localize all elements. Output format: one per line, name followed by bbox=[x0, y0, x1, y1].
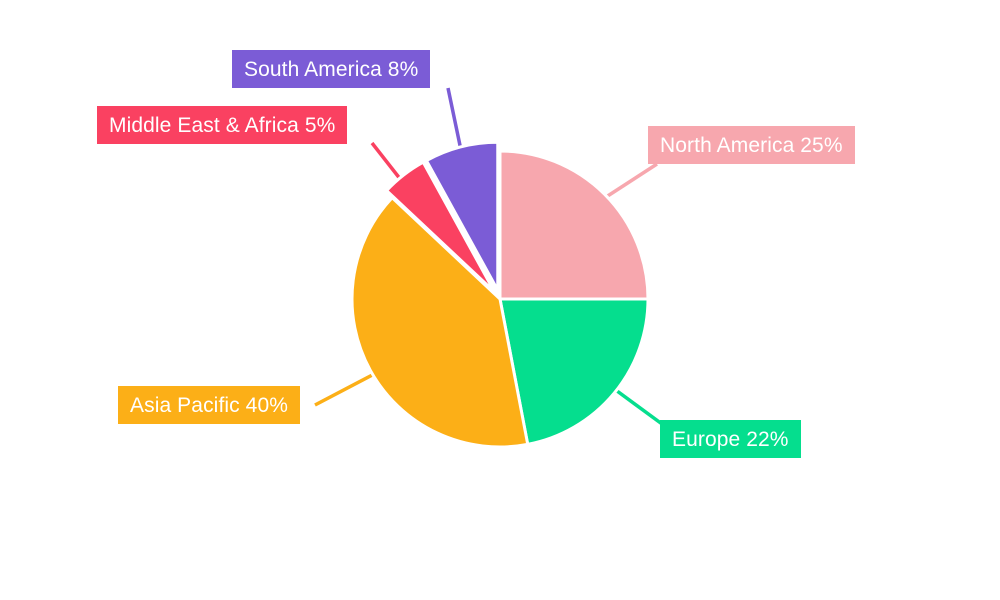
pie-label-europe-text: Europe 22% bbox=[672, 427, 789, 451]
pie-label-europe[interactable]: Europe 22% bbox=[660, 420, 801, 458]
pie-label-north-america-text: North America 25% bbox=[660, 133, 843, 157]
pie-label-middle-east-africa[interactable]: Middle East & Africa 5% bbox=[97, 106, 348, 144]
pie-label-asia-pacific[interactable]: Asia Pacific 40% bbox=[118, 386, 301, 424]
pie-label-north-america[interactable]: North America 25% bbox=[648, 126, 855, 164]
pie-slice-south-america[interactable] bbox=[424, 140, 500, 292]
pie-label-south-america-text: South America 8% bbox=[244, 57, 419, 81]
leader-line-asia-pacific bbox=[314, 370, 379, 407]
pie-slice-north-america[interactable] bbox=[498, 149, 650, 301]
pie-slice-europe[interactable] bbox=[498, 297, 650, 447]
leader-line-europe bbox=[611, 386, 664, 426]
leader-line-north-america bbox=[602, 162, 658, 201]
pie-label-middle-east-africa-text: Middle East & Africa 5% bbox=[109, 113, 336, 137]
pie-slice-asia-pacific[interactable] bbox=[350, 195, 530, 449]
pie-label-asia-pacific-text: Asia Pacific 40% bbox=[130, 393, 289, 417]
pie-label-south-america[interactable]: South America 8% bbox=[232, 50, 431, 88]
pie-slices bbox=[350, 140, 650, 449]
pie-slice-middle-east-africa[interactable] bbox=[384, 160, 496, 293]
leader-line-south-america bbox=[446, 87, 464, 156]
